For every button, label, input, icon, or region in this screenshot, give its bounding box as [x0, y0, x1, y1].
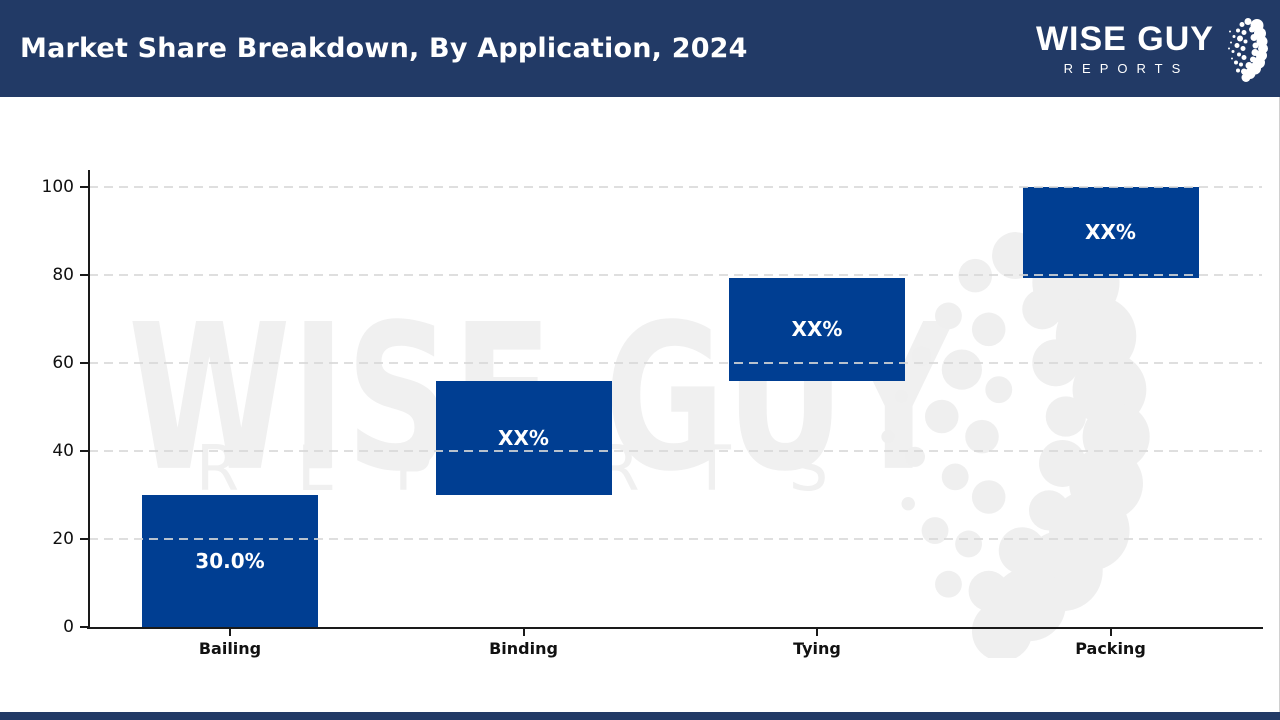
y-axis-label: 80 [52, 265, 74, 285]
gridline-40 [89, 450, 1262, 452]
logo-sub-text: REPORTS [1063, 61, 1190, 76]
page-title: Market Share Breakdown, By Application, … [20, 33, 748, 64]
footer-bar [0, 712, 1280, 720]
y-axis-label: 0 [63, 617, 74, 637]
bar-value-label: XX% [791, 317, 843, 342]
bar-value-label: 30.0% [195, 549, 265, 573]
y-axis-label: 60 [52, 353, 74, 373]
header-bar: Market Share Breakdown, By Application, … [0, 0, 1280, 97]
y-tick-60 [80, 362, 88, 364]
x-tick-tying [816, 629, 818, 636]
x-axis-label-bailing: Bailing [198, 639, 262, 658]
x-tick-binding [522, 629, 525, 636]
y-axis-label: 100 [41, 177, 74, 197]
chart-area: 30.0% XX% XX% XX% 0 20 40 60 80 100 Bailing Binding… [0, 97, 1280, 712]
y-tick-40 [80, 450, 88, 452]
y-tick-0 [80, 626, 88, 628]
bar-packing: XX% [1022, 187, 1199, 278]
x-axis-label-packing: Packing [1075, 639, 1146, 658]
y-axis-spine [88, 170, 90, 629]
y-axis-label: 40 [52, 441, 74, 461]
logo-face-dots-icon [1218, 10, 1268, 88]
x-tick-packing [1109, 629, 1112, 636]
x-axis-spine [87, 627, 1263, 629]
gridline-80 [89, 274, 1262, 276]
y-tick-80 [80, 274, 88, 276]
bar-tying: XX% [729, 277, 905, 381]
y-tick-100 [80, 186, 88, 188]
x-tick-bailing [229, 629, 231, 636]
logo-brand-text: WISE GUY [1035, 20, 1214, 58]
bar-value-label: XX% [498, 425, 549, 450]
y-axis-label: 20 [52, 529, 74, 549]
wiseguy-logo: WISE GUY REPORTS [1036, 10, 1268, 88]
gridline-60 [89, 362, 1262, 364]
x-axis-label-binding: Binding [489, 639, 558, 658]
x-axis-label-tying: Tying [793, 639, 841, 658]
bar-binding: XX% [435, 380, 612, 495]
gridline-20 [89, 538, 1262, 540]
y-tick-20 [80, 538, 88, 540]
bar-value-label: XX% [1085, 220, 1136, 245]
gridline-100 [89, 186, 1262, 188]
bar-bailing: 30.0% [142, 495, 318, 627]
